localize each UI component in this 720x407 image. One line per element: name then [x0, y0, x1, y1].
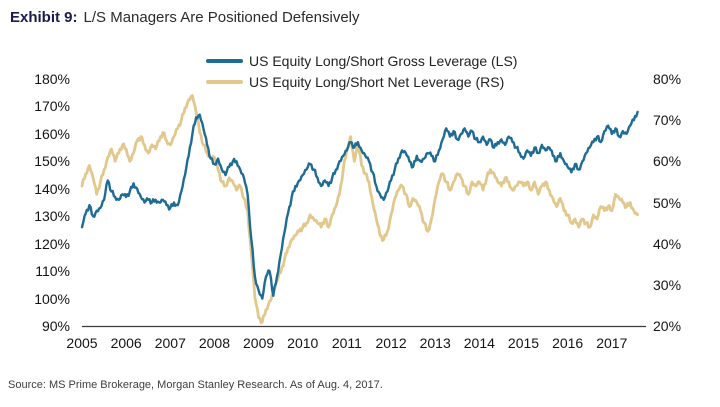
- gross-leverage-swatch: [206, 58, 243, 63]
- y-axis-tick-left: 180%: [34, 71, 70, 87]
- y-axis-tick-right: 50%: [653, 194, 682, 211]
- net-leverage-line: [80, 94, 639, 325]
- legend-item-gross: US Equity Long/Short Gross Leverage (LS): [206, 50, 517, 71]
- y-axis-tick-right: 70%: [653, 112, 682, 129]
- gross-leverage-line: [80, 110, 639, 300]
- x-axis-tick: 2016: [552, 335, 584, 351]
- x-axis-tick: 2005: [66, 335, 98, 351]
- legend-label-gross: US Equity Long/Short Gross Leverage (LS): [249, 52, 518, 69]
- y-axis-tick-left: 160%: [34, 125, 70, 142]
- x-axis-tick: 2017: [596, 335, 628, 351]
- y-axis-tick-right: 80%: [653, 71, 682, 87]
- y-axis-tick-right: 20%: [653, 318, 682, 334]
- y-axis-tick-left: 170%: [34, 98, 70, 115]
- legend-item-net: US Equity Long/Short Net Leverage (RS): [206, 71, 517, 92]
- y-axis-tick-right: 30%: [653, 276, 682, 293]
- y-axis-tick-left: 120%: [34, 235, 70, 252]
- x-axis-tick: 2012: [375, 335, 407, 351]
- x-axis-tick: 2013: [419, 335, 451, 351]
- y-axis-tick-left: 110%: [35, 263, 70, 280]
- x-axis-tick: 2011: [331, 335, 362, 351]
- legend-label-net: US Equity Long/Short Net Leverage (RS): [249, 73, 505, 90]
- y-axis-tick-left: 100%: [34, 290, 70, 307]
- x-axis-tick: 2010: [287, 335, 319, 351]
- y-axis-tick-left: 130%: [34, 208, 70, 225]
- x-axis-tick: 2009: [243, 335, 275, 351]
- y-axis-tick-left: 90%: [41, 318, 70, 334]
- x-axis-tick: 2006: [110, 335, 142, 351]
- x-axis-tick: 2015: [507, 335, 540, 351]
- exhibit-number: Exhibit 9:: [10, 9, 78, 26]
- x-axis-tick: 2014: [463, 335, 495, 351]
- y-axis-tick-right: 60%: [653, 153, 682, 170]
- y-axis-tick-right: 40%: [653, 235, 682, 252]
- exhibit-title-text: L/S Managers Are Positioned Defensively: [83, 9, 360, 26]
- chart-legend: US Equity Long/Short Gross Leverage (LS)…: [206, 50, 517, 92]
- y-axis-tick-left: 140%: [34, 180, 70, 197]
- net-leverage-swatch: [206, 79, 243, 84]
- x-axis-tick: 2007: [154, 335, 186, 351]
- source-note: Source: MS Prime Brokerage, Morgan Stanl…: [8, 379, 383, 391]
- y-axis-tick-left: 150%: [34, 153, 70, 170]
- x-axis-tick: 2008: [198, 335, 231, 351]
- page-title: Exhibit 9: L/S Managers Are Positioned De…: [10, 9, 360, 26]
